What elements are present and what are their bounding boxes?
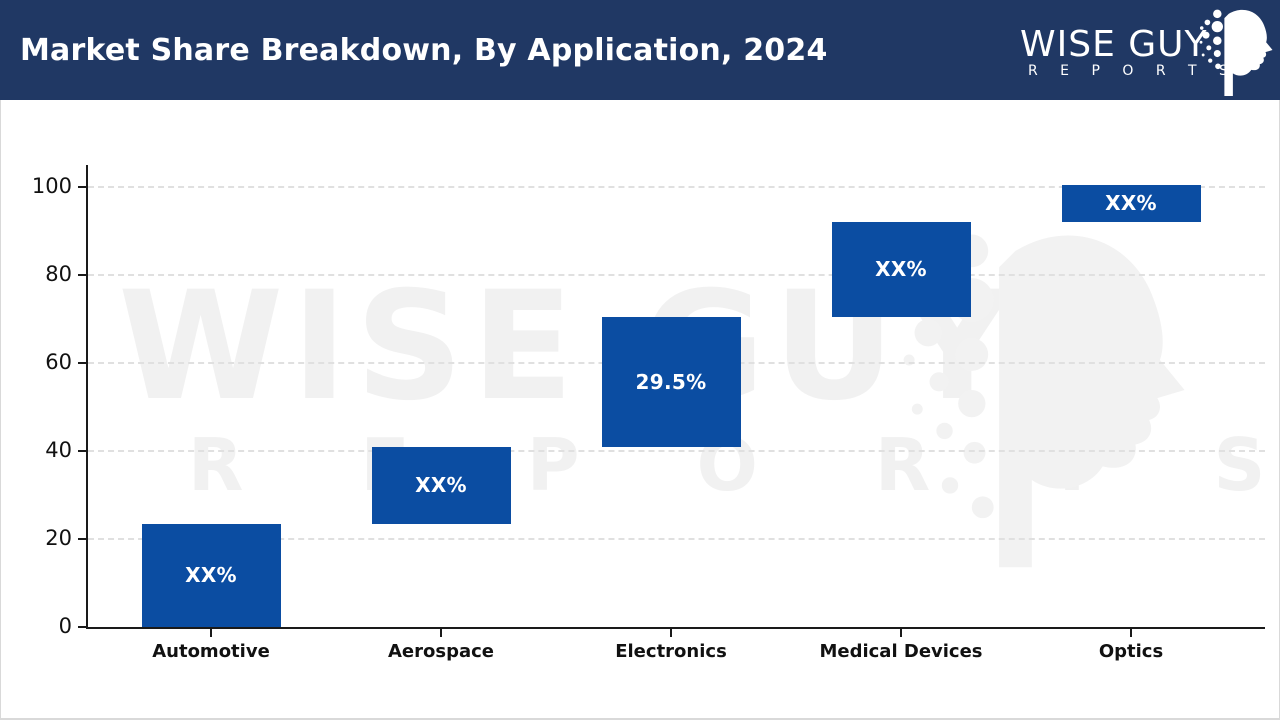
category-label-4: Optics (1098, 641, 1164, 662)
category-label-2: Electronics (615, 641, 727, 662)
y-tick-0 (78, 626, 86, 628)
bar-value-label: XX% (1105, 191, 1157, 216)
x-tick-3 (900, 629, 902, 637)
gridline-20 (88, 538, 1265, 540)
y-tick-label-60: 60 (45, 350, 72, 374)
bar-medical-devices: XX% (831, 222, 971, 317)
y-tick-80 (78, 274, 86, 276)
bar-value-label: XX% (185, 563, 237, 588)
bar-aerospace: XX% (371, 446, 511, 524)
page-border-left (0, 100, 1, 720)
gridline-40 (88, 450, 1265, 452)
category-label-0: Automotive (152, 641, 270, 662)
logo-face-icon (1199, 9, 1273, 96)
y-tick-label-0: 0 (58, 614, 72, 638)
bar-value-label: 29.5% (635, 369, 707, 394)
y-tick-100 (78, 186, 86, 188)
y-tick-label-100: 100 (31, 174, 72, 198)
category-label-1: Aerospace (387, 641, 494, 662)
x-tick-1 (440, 629, 442, 637)
logo-subtext: R E P O R T S (1028, 63, 1237, 79)
waterfall-chart: 0 20 40 60 80 100 XX% Automotive XX% Aerospace 29.… (0, 100, 1280, 720)
x-tick-4 (1130, 629, 1132, 637)
bar-value-label: XX% (875, 257, 927, 282)
y-tick-label-40: 40 (45, 438, 72, 462)
gridline-100 (88, 186, 1265, 188)
bar-optics: XX% (1061, 184, 1201, 223)
header: Market Share Breakdown, By Application, … (0, 0, 1280, 100)
y-tick-20 (78, 538, 86, 540)
y-tick-label-80: 80 (45, 262, 72, 286)
bar-value-label: XX% (415, 473, 467, 498)
bar-automotive: XX% (141, 523, 281, 627)
logo-wordmark: WISE GUY (1020, 24, 1208, 65)
x-tick-0 (210, 629, 212, 637)
y-axis (86, 165, 88, 629)
category-label-3: Medical Devices (819, 641, 983, 662)
gridline-80 (88, 274, 1265, 276)
y-tick-60 (78, 362, 86, 364)
x-tick-2 (670, 629, 672, 637)
bar-electronics: 29.5% (601, 316, 741, 447)
wiseguy-logo: WISE GUY R E P O R T S (1020, 0, 1273, 100)
page-border-bottom (0, 718, 1280, 720)
x-axis (86, 627, 1265, 629)
page-title: Market Share Breakdown, By Application, … (20, 32, 828, 68)
y-tick-40 (78, 450, 86, 452)
y-tick-label-20: 20 (45, 526, 72, 550)
